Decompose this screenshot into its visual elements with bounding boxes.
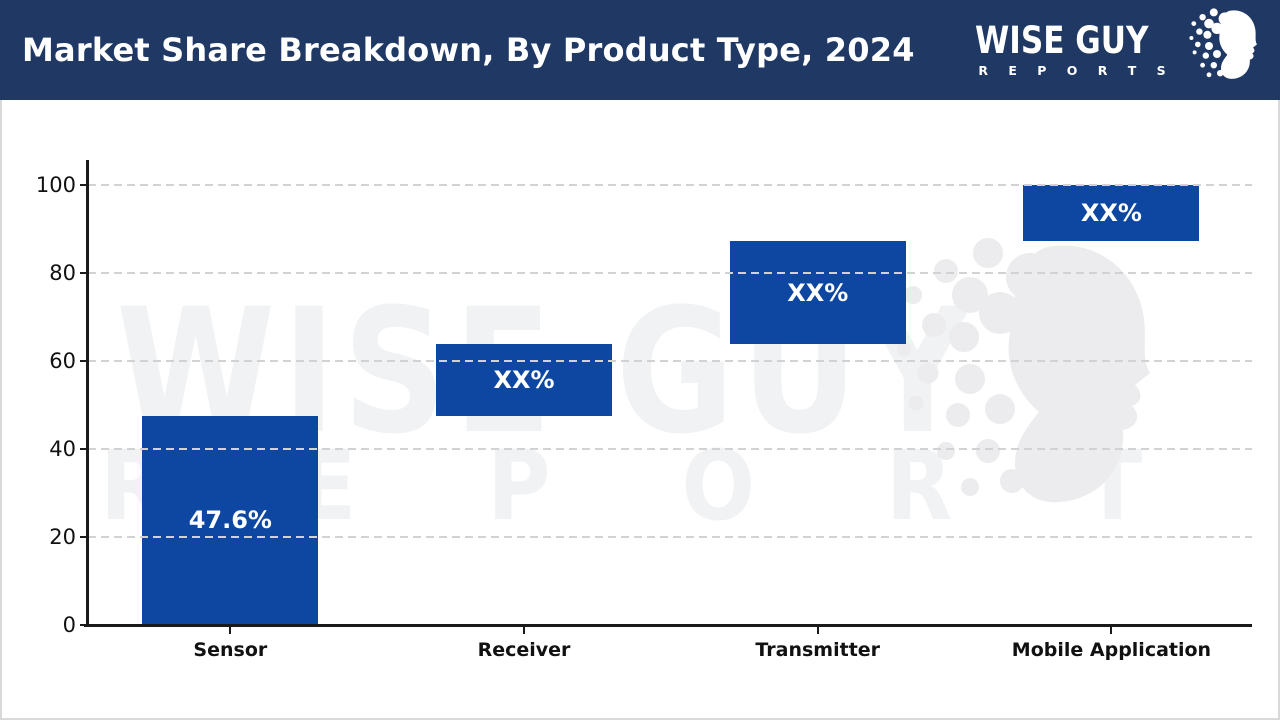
y-axis-tick <box>80 448 88 450</box>
y-axis-tick-label: 100 <box>35 173 76 197</box>
y-axis-tick <box>80 536 88 538</box>
header-band: Market Share Breakdown, By Product Type,… <box>0 0 1280 100</box>
y-axis-tick-label: 60 <box>49 349 76 373</box>
bar-value-label: XX% <box>1080 199 1142 228</box>
y-axis-tick <box>80 184 88 186</box>
y-axis-tick-label: 0 <box>62 613 76 637</box>
page-title: Market Share Breakdown, By Product Type,… <box>22 31 915 69</box>
y-axis-tick <box>80 272 88 274</box>
logo-wordmark-line2: R E P O R T S <box>978 63 1174 78</box>
logo-wordmark: WISE GUY R E P O R T S <box>975 22 1182 78</box>
gridline-100 <box>88 184 1252 186</box>
y-axis-tick-label: 40 <box>49 437 76 461</box>
gridline-20 <box>88 536 1252 538</box>
bar-value-label: XX% <box>787 278 849 307</box>
x-axis-tick <box>229 626 232 634</box>
logo-wordmark-line1: WISE GUY <box>975 19 1149 62</box>
gridline-80 <box>88 272 1252 274</box>
x-axis-category-label: Receiver <box>477 639 571 661</box>
x-axis-category-label: Sensor <box>193 639 268 661</box>
bar-value-label: 47.6% <box>188 506 272 535</box>
y-axis-tick <box>80 360 88 362</box>
bar-value-label: XX% <box>493 365 555 394</box>
gridline-40 <box>88 448 1252 450</box>
y-axis-line <box>86 160 89 627</box>
bar-receiver: XX% <box>436 344 613 416</box>
x-axis-tick <box>523 626 526 634</box>
x-axis-category-label: Mobile Application <box>1011 639 1212 661</box>
x-axis-category-label: Transmitter <box>755 639 881 661</box>
watermark-head-icon <box>896 238 1150 503</box>
y-axis-tick-label: 20 <box>49 525 76 549</box>
x-axis-tick <box>816 626 819 634</box>
bar-transmitter: XX% <box>729 241 906 345</box>
y-axis-tick-label: 80 <box>49 261 76 285</box>
logo-head-icon <box>1189 8 1257 79</box>
bar-mobile-application: XX% <box>1023 185 1200 242</box>
bar-sensor: 47.6% <box>142 415 319 625</box>
x-axis-line <box>84 624 1252 627</box>
x-axis-tick <box>1110 626 1113 634</box>
gridline-60 <box>88 360 1252 362</box>
wise-guy-logo: WISE GUY R E P O R T S <box>975 6 1266 94</box>
